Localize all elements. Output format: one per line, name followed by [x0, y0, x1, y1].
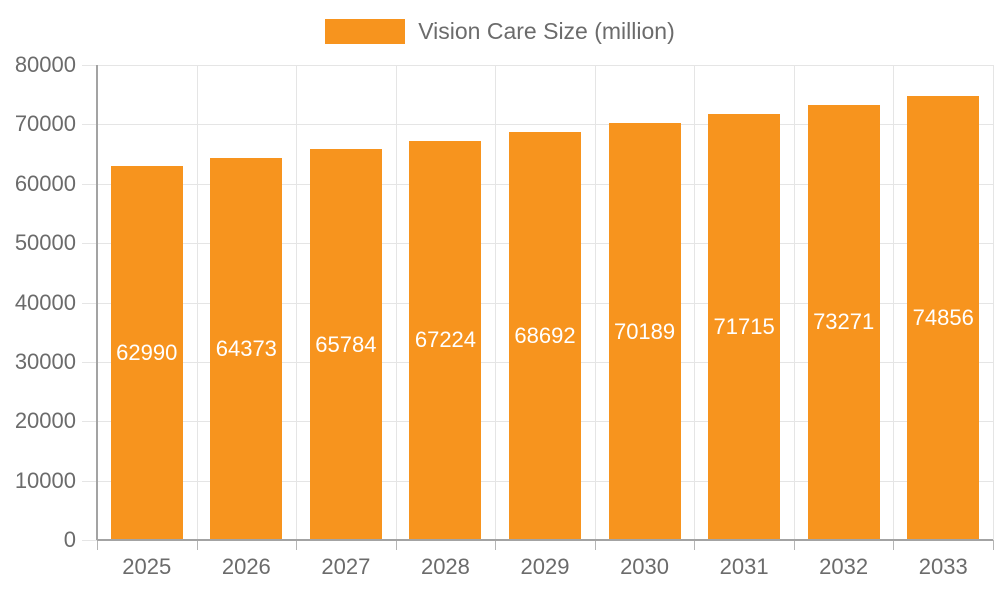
- x-tick-9: [993, 540, 994, 550]
- x-axis-label-2028: 2028: [420, 554, 470, 579]
- x-gridline-9: [993, 65, 994, 540]
- y-tick-10000: [82, 480, 97, 482]
- bar-value-label-2031: 71715: [713, 314, 775, 340]
- bar-value-label-2026: 64373: [215, 335, 277, 361]
- legend-swatch: [325, 19, 406, 44]
- bar-value-label-2033: 74856: [912, 304, 974, 330]
- legend-label: Vision Care Size (million): [418, 18, 675, 44]
- y-tick-80000: [82, 65, 97, 66]
- x-gridline-1: [196, 65, 198, 540]
- bar-2028[interactable]: [409, 140, 482, 540]
- y-axis-label-40000: 40000: [14, 289, 76, 315]
- bar-2030[interactable]: [608, 123, 681, 540]
- x-axis-label-2026: 2026: [221, 554, 271, 579]
- x-axis-label-2032: 2032: [819, 554, 869, 579]
- x-axis-label-2033: 2033: [918, 554, 968, 579]
- y-axis-label-0: 0: [63, 527, 76, 552]
- x-gridline-2: [296, 65, 298, 540]
- x-gridline-4: [495, 65, 497, 540]
- x-tick-0: [97, 540, 98, 550]
- y-tick-60000: [82, 183, 97, 185]
- x-axis-label-2030: 2030: [620, 554, 670, 579]
- y-tick-0: [82, 540, 97, 541]
- y-tick-30000: [82, 361, 97, 363]
- x-axis-label-2031: 2031: [719, 554, 769, 579]
- bar-value-label-2028: 67224: [414, 327, 477, 353]
- plot-area: 0 10000 20000 30000 40000 50000 60000 70000 8000…: [15, 52, 994, 579]
- bar-2029[interactable]: [509, 132, 581, 540]
- x-tick-8: [893, 540, 895, 550]
- y-axis-line: [96, 65, 98, 540]
- x-axis-label-2025: 2025: [122, 554, 172, 579]
- y-gridline-70000: [97, 124, 993, 126]
- bar-2025[interactable]: [110, 166, 183, 540]
- bar-2033[interactable]: [907, 95, 980, 540]
- y-axis-label-80000: 80000: [14, 52, 76, 77]
- x-tick-1: [196, 540, 198, 550]
- y-tick-40000: [82, 302, 97, 304]
- x-axis-label-2029: 2029: [520, 554, 570, 579]
- x-tick-5: [594, 540, 596, 550]
- x-tick-3: [395, 540, 397, 550]
- bar-2031[interactable]: [708, 114, 781, 540]
- x-gridline-6: [694, 65, 696, 540]
- y-tick-50000: [82, 243, 97, 245]
- bar-2032[interactable]: [807, 104, 880, 540]
- x-gridline-8: [893, 65, 895, 540]
- legend[interactable]: Vision Care Size (million): [0, 19, 1000, 44]
- bar-value-label-2025: 62990: [116, 339, 178, 365]
- y-tick-20000: [82, 421, 97, 423]
- x-tick-2: [296, 540, 298, 550]
- y-axis-label-50000: 50000: [14, 230, 76, 256]
- x-axis-line: [97, 539, 993, 541]
- y-gridline-80000: [97, 65, 993, 66]
- bar-2026[interactable]: [210, 157, 283, 540]
- x-tick-6: [694, 540, 696, 550]
- bar-value-label-2029: 68692: [514, 323, 576, 349]
- y-axis-label-60000: 60000: [14, 170, 76, 196]
- bar-2027[interactable]: [309, 149, 382, 540]
- x-gridline-5: [594, 65, 596, 540]
- y-axis-label-10000: 10000: [14, 467, 76, 493]
- x-tick-7: [793, 540, 795, 550]
- x-tick-4: [495, 540, 497, 550]
- bar-value-label-2027: 65784: [315, 331, 377, 357]
- y-axis-label-20000: 20000: [14, 408, 76, 434]
- y-axis-label-70000: 70000: [14, 111, 76, 137]
- x-gridline-3: [395, 65, 397, 540]
- y-tick-70000: [82, 124, 97, 126]
- y-axis-label-30000: 30000: [14, 348, 76, 374]
- bar-value-label-2032: 73271: [813, 309, 875, 335]
- bar-value-label-2030: 70189: [613, 318, 676, 344]
- x-gridline-7: [793, 65, 795, 540]
- x-axis-label-2027: 2027: [321, 554, 371, 579]
